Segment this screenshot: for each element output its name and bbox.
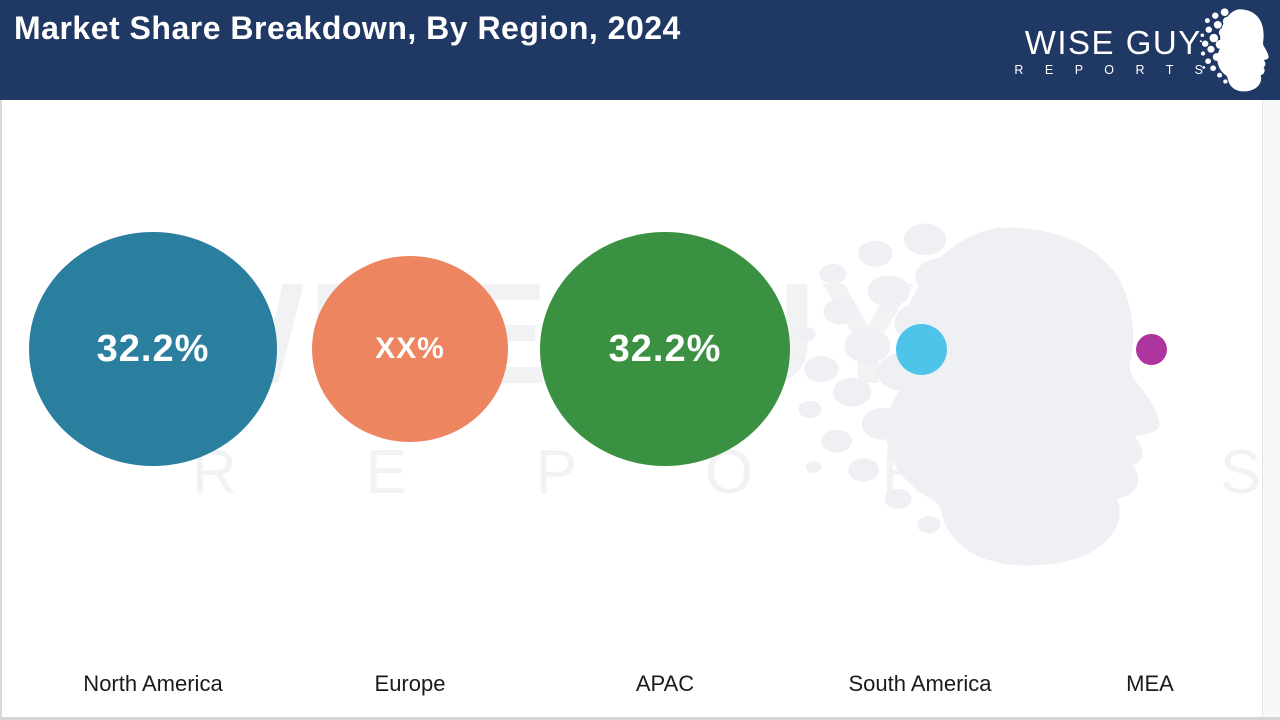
bubble-value-label: 32.2% bbox=[96, 327, 210, 370]
bubble-value-label: 32.2% bbox=[608, 327, 722, 370]
bubble-north-america: 32.2% bbox=[29, 232, 277, 466]
category-label-mea: MEA bbox=[1126, 671, 1174, 696]
page-bottom-border bbox=[0, 717, 1280, 720]
page-right-border bbox=[1262, 100, 1263, 717]
category-label-north-america: North America bbox=[83, 671, 223, 696]
bubble-europe: XX% bbox=[312, 256, 508, 442]
bubble-south-america bbox=[896, 324, 947, 375]
category-label-south-america: South America bbox=[848, 671, 992, 696]
wise-guy-head-icon bbox=[1199, 8, 1269, 92]
page-left-border bbox=[0, 100, 2, 717]
header-bar: Market Share Breakdown, By Region, 2024 … bbox=[0, 0, 1280, 100]
page-title: Market Share Breakdown, By Region, 2024 bbox=[14, 10, 681, 46]
bubble-mea bbox=[1136, 334, 1167, 365]
bubble-apac: 32.2% bbox=[540, 232, 790, 466]
logo-text: WISE GUY R E P O R T S bbox=[1014, 24, 1212, 77]
category-label-europe: Europe bbox=[374, 671, 446, 696]
category-label-apac: APAC bbox=[635, 671, 695, 696]
logo-subtitle: R E P O R T S bbox=[1014, 62, 1212, 77]
logo-wordmark: WISE GUY bbox=[1024, 23, 1202, 61]
watermark-head-icon bbox=[792, 223, 1160, 566]
wise-guy-logo: WISE GUY R E P O R T S bbox=[1014, 6, 1270, 94]
bubble-value-label: XX% bbox=[375, 332, 445, 365]
page-right-margin bbox=[1263, 100, 1280, 717]
